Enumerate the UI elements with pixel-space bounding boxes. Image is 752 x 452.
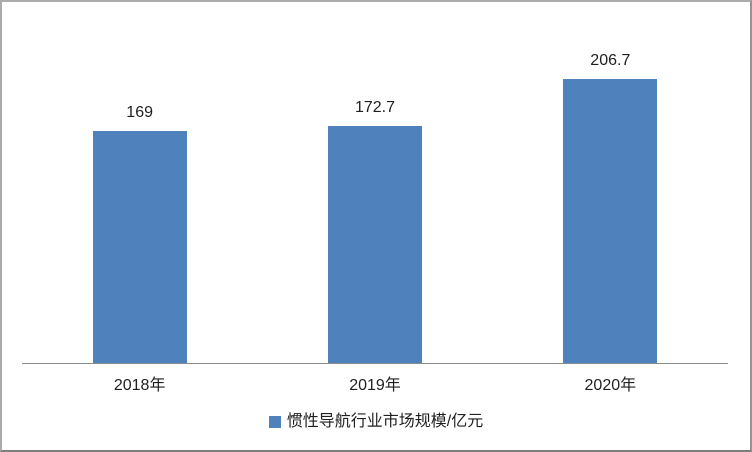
x-axis-line	[22, 363, 728, 364]
x-axis-label: 2020年	[584, 377, 637, 394]
bar	[92, 131, 187, 363]
legend-label: 惯性导航行业市场规模/亿元	[286, 413, 484, 430]
bar	[328, 126, 422, 363]
bar	[563, 79, 658, 363]
legend: 惯性导航行业市场规模/亿元	[2, 412, 750, 432]
legend-color-swatch-icon	[268, 416, 281, 428]
x-axis-label: 2018年	[113, 377, 166, 394]
x-axis-label: 2019年	[349, 377, 401, 394]
bar-value-label: 169	[126, 104, 153, 121]
bar-value-label: 172.7	[354, 99, 396, 116]
bar-value-label: 206.7	[590, 52, 631, 69]
